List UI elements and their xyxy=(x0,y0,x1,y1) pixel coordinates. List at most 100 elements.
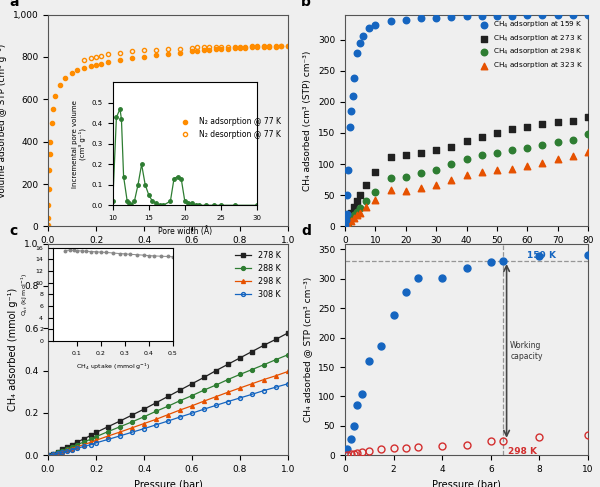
N₂ desorption @ 77 K xyxy=(212,44,220,50)
298 K xyxy=(164,412,172,417)
278 K xyxy=(116,418,124,424)
N₂ desorption @ 77 K xyxy=(248,43,256,49)
CH$_4$ adsorption at 323 K xyxy=(401,187,410,195)
278 K xyxy=(224,361,232,367)
Legend: N₂ adsorption @ 77 K, N₂ desorption @ 77 K: N₂ adsorption @ 77 K, N₂ desorption @ 77… xyxy=(175,114,284,142)
N₂ adsorption @ 77 K xyxy=(176,50,184,56)
CH$_4$ adsorption at 159 K xyxy=(553,11,562,19)
CH$_4$ adsorption at 298 K xyxy=(538,142,547,150)
CH$_4$ adsorption at 298 K xyxy=(343,220,353,227)
CH$_4$ adsorption at 298 K xyxy=(523,144,532,152)
298 K xyxy=(260,376,268,382)
CH$_4$ adsorption at 273 K xyxy=(477,133,487,141)
N₂ desorption @ 77 K xyxy=(104,52,112,57)
CH$_4$ adsorption at 273 K xyxy=(523,123,532,131)
N₂ adsorption @ 77 K xyxy=(284,43,292,49)
308 K xyxy=(49,451,56,457)
CH$_4$ adsorption at 323 K xyxy=(355,209,365,217)
308 K xyxy=(73,446,80,451)
N₂ adsorption @ 77 K xyxy=(56,82,64,88)
CH$_4$ adsorption at 159 K xyxy=(431,14,441,21)
N₂ adsorption @ 77 K xyxy=(44,222,52,228)
CH$_4$ adsorption at 159 K xyxy=(341,216,351,224)
298 K xyxy=(272,373,280,378)
CH$_4$ adsorption at 273 K xyxy=(371,168,380,175)
CH$_4$ adsorption at 159 K xyxy=(346,107,356,115)
CH$_4$ adsorption at 273 K xyxy=(346,209,356,217)
Legend: 278 K, 288 K, 298 K, 308 K: 278 K, 288 K, 298 K, 308 K xyxy=(232,247,284,302)
N₂ desorption @ 77 K xyxy=(128,49,136,55)
298 K xyxy=(49,451,56,457)
288 K xyxy=(200,387,208,393)
298 K xyxy=(200,398,208,404)
308 K xyxy=(68,447,76,453)
CH$_4$ adsorption at 323 K xyxy=(538,159,547,167)
278 K xyxy=(49,451,56,457)
N₂ desorption @ 77 K xyxy=(193,44,200,50)
N₂ desorption @ 77 K xyxy=(241,44,248,50)
CH$_4$ adsorption at 273 K xyxy=(462,137,472,145)
278 K xyxy=(272,337,280,342)
CH$_4$ adsorption at 298 K xyxy=(416,169,426,177)
278 K xyxy=(200,375,208,380)
CH$_4$ adsorption at 298 K xyxy=(346,215,356,223)
298 K xyxy=(284,369,292,375)
CH$_4$ adsorption at 298 K xyxy=(507,147,517,154)
288 K xyxy=(116,424,124,430)
278 K xyxy=(152,400,160,406)
288 K xyxy=(88,436,95,442)
Y-axis label: CH₄ adsorbed (mmol g⁻¹): CH₄ adsorbed (mmol g⁻¹) xyxy=(8,288,19,411)
N₂ desorption @ 77 K xyxy=(265,43,272,49)
N₂ adsorption @ 77 K xyxy=(200,47,208,53)
308 K xyxy=(80,444,88,450)
CH$_4$ adsorption at 273 K xyxy=(583,113,593,121)
278 K xyxy=(59,447,66,452)
N₂ adsorption @ 77 K xyxy=(152,52,160,58)
308 K xyxy=(260,388,268,393)
CH$_4$ adsorption at 273 K xyxy=(341,222,350,230)
Y-axis label: Volume adsorbed @ STP (cm³ g⁻¹): Volume adsorbed @ STP (cm³ g⁻¹) xyxy=(0,43,7,198)
308 K xyxy=(248,392,256,397)
CH$_4$ adsorption at 323 K xyxy=(492,167,502,174)
Text: 159 K: 159 K xyxy=(527,251,556,260)
N₂ adsorption @ 77 K xyxy=(205,47,212,53)
CH$_4$ adsorption at 159 K xyxy=(538,11,547,19)
278 K xyxy=(73,439,80,445)
298 K xyxy=(59,449,66,455)
N₂ adsorption @ 77 K xyxy=(48,120,55,126)
288 K xyxy=(92,434,100,440)
N₂ desorption @ 77 K xyxy=(88,55,95,61)
278 K xyxy=(140,406,148,412)
CH$_4$ adsorption at 323 K xyxy=(349,214,359,222)
CH$_4$ adsorption at 323 K xyxy=(343,221,353,228)
CH$_4$ adsorption at 273 K xyxy=(355,191,365,199)
308 K xyxy=(128,430,136,435)
308 K xyxy=(64,449,71,454)
288 K xyxy=(152,409,160,414)
N₂ desorption @ 77 K xyxy=(188,45,196,51)
CH$_4$ adsorption at 159 K xyxy=(477,13,487,20)
CH$_4$ adsorption at 273 K xyxy=(352,197,362,205)
CH$_4$ adsorption at 159 K xyxy=(343,191,352,199)
CH$_4$ adsorption at 273 K xyxy=(446,143,456,150)
X-axis label: Relative pressure (P/P₀): Relative pressure (P/P₀) xyxy=(110,251,226,261)
278 K xyxy=(92,430,100,435)
Legend: CH$_4$ adsorption at 159 K, CH$_4$ adsorption at 273 K, CH$_4$ adsorption at 298: CH$_4$ adsorption at 159 K, CH$_4$ adsor… xyxy=(475,18,584,73)
N₂ desorption @ 77 K xyxy=(140,48,148,54)
Text: c: c xyxy=(10,224,18,238)
X-axis label: Pressure (bar): Pressure (bar) xyxy=(432,251,501,261)
278 K xyxy=(44,452,52,458)
N₂ desorption @ 77 K xyxy=(164,46,172,52)
N₂ adsorption @ 77 K xyxy=(68,70,76,76)
288 K xyxy=(49,451,56,457)
298 K xyxy=(64,448,71,453)
CH$_4$ adsorption at 273 K xyxy=(507,125,517,133)
278 K xyxy=(164,393,172,399)
Line: 288 K: 288 K xyxy=(46,353,290,457)
CH$_4$ adsorption at 159 K xyxy=(345,123,355,131)
N₂ desorption @ 77 K xyxy=(97,53,104,58)
N₂ adsorption @ 77 K xyxy=(97,61,104,67)
288 K xyxy=(44,452,52,458)
Line: N₂ adsorption @ 77 K: N₂ adsorption @ 77 K xyxy=(46,44,290,227)
N₂ adsorption @ 77 K xyxy=(73,67,80,73)
